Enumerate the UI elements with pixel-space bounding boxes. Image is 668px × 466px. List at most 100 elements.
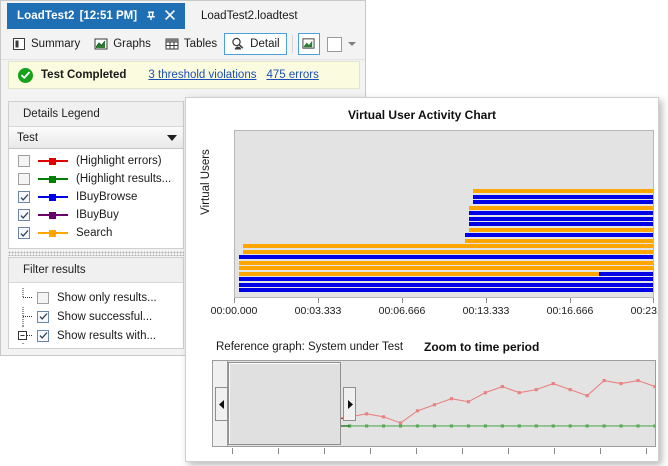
filter-item-label: Show only results... [57, 291, 157, 304]
check-circle-icon [18, 67, 33, 83]
activity-bar [464, 233, 653, 237]
arrow-left-icon [218, 399, 224, 409]
tab-strip: LoadTest2 [12:51 PM] LoadTest2.loadtest [1, 1, 365, 30]
tree-expander-icon[interactable] [15, 326, 37, 345]
activity-bar [469, 227, 653, 232]
toolbar-button-chart-toggle[interactable] [297, 33, 320, 55]
reference-series-marker [636, 424, 640, 428]
filter-item-show-results-with[interactable]: Show results with... [9, 326, 183, 345]
close-icon[interactable] [164, 9, 176, 23]
virtual-user-bar-plot [234, 130, 654, 298]
reference-x-tick [508, 448, 509, 454]
toolbar-button-graphs[interactable]: Graphs [87, 33, 158, 55]
detail-icon [231, 37, 245, 51]
link-threshold-violations[interactable]: 3 threshold violations [148, 69, 257, 81]
activity-bar [469, 205, 653, 210]
chart-title: Virtual User Activity Chart [347, 108, 497, 122]
tree-branch-icon [15, 307, 37, 326]
selection-handle-left[interactable] [215, 387, 228, 421]
legend-checkbox[interactable] [18, 173, 30, 185]
legend-color-marker [38, 173, 68, 185]
activity-bar [464, 238, 653, 243]
y-axis-label: Virtual Users [200, 149, 212, 215]
filter-checkbox[interactable] [37, 329, 49, 342]
legend-scope-dropdown[interactable]: Test [9, 127, 183, 149]
reference-series-marker [449, 397, 454, 401]
activity-bar [239, 266, 653, 270]
x-tick-label: 00:16.666 [546, 305, 594, 317]
checkbox-empty-icon[interactable] [326, 36, 342, 52]
legend-color-marker [38, 155, 68, 167]
filter-checkbox[interactable] [37, 291, 49, 304]
reference-series-marker [365, 424, 369, 428]
details-legend-panel: Details Legend Test (Highlight errors) [8, 101, 184, 249]
selection-handle-right[interactable] [343, 387, 356, 421]
reference-series-marker [653, 385, 655, 389]
toolbar: Summary Graphs Tables Detail [1, 29, 365, 60]
chevron-down-icon[interactable] [347, 42, 356, 46]
reference-series-marker [466, 400, 470, 404]
legend-item-ibuybuy[interactable]: IBuyBuy [9, 206, 183, 224]
reference-graph-plot[interactable] [212, 360, 656, 447]
reference-series-marker [653, 424, 655, 428]
status-text: Test Completed [41, 69, 127, 81]
toolbar-button-summary[interactable]: Summary [5, 33, 87, 55]
x-axis-ticks [234, 298, 654, 304]
panel-splitter[interactable] [8, 251, 184, 256]
x-tick-label: 00:23.333 [630, 305, 659, 317]
x-tick [486, 298, 487, 303]
reference-series-marker [568, 388, 572, 392]
filter-item-show-successful[interactable]: Show successful... [9, 307, 183, 326]
reference-series-marker [415, 409, 420, 413]
x-tick-label: 00:06.666 [378, 305, 426, 317]
graphs-icon [94, 37, 108, 51]
activity-bar [469, 222, 653, 226]
toolbar-button-detail[interactable]: Detail [224, 33, 287, 55]
legend-checkbox[interactable] [18, 209, 30, 221]
reference-series-marker [636, 378, 640, 383]
reference-series-marker [619, 424, 623, 428]
link-errors[interactable]: 475 errors [266, 69, 319, 81]
reference-series-marker [381, 415, 386, 419]
legend-item-search[interactable]: Search [9, 224, 183, 242]
activity-bar [469, 216, 653, 221]
filter-results-header: Filter results [9, 258, 183, 283]
reference-series-marker [432, 424, 437, 428]
tab-loadtest2-file[interactable]: LoadTest2.loadtest [191, 3, 308, 29]
activity-bar [239, 271, 599, 276]
legend-checkbox[interactable] [18, 227, 30, 239]
tab-timestamp: [12:51 PM] [79, 10, 138, 22]
load-test-window: LoadTest2 [12:51 PM] LoadTest2.loadtest [0, 0, 366, 356]
legend-item-highlight-results[interactable]: (Highlight results... [9, 170, 183, 188]
reference-series-marker [398, 424, 403, 428]
legend-item-highlight-errors[interactable]: (Highlight errors) [9, 152, 183, 170]
legend-item-label: (Highlight results... [76, 173, 172, 185]
reference-series-marker [415, 424, 420, 428]
reference-x-ticks [212, 448, 656, 455]
filter-checkbox[interactable] [37, 310, 49, 323]
legend-item-label: IBuyBuy [76, 209, 119, 221]
filter-results-panel: Filter results Show only results... Show [8, 257, 184, 349]
legend-item-ibuybrowse[interactable]: IBuyBrowse [9, 188, 183, 206]
filter-item-show-only-results[interactable]: Show only results... [9, 288, 183, 307]
reference-series-marker [398, 421, 403, 425]
toolbar-label-summary: Summary [31, 38, 81, 50]
toolbar-label-graphs: Graphs [113, 38, 151, 50]
reference-series-marker [483, 424, 487, 428]
reference-x-tick [232, 448, 233, 454]
activity-bar [239, 282, 653, 287]
time-range-selection-box[interactable] [228, 362, 341, 445]
reference-x-tick [462, 448, 463, 454]
reference-series-marker [602, 424, 606, 428]
tab-inactive-label: LoadTest2.loadtest [201, 10, 298, 22]
toolbar-button-tables[interactable]: Tables [158, 33, 224, 55]
pin-icon[interactable] [145, 9, 157, 23]
tab-loadtest2-active[interactable]: LoadTest2 [12:51 PM] [7, 3, 185, 29]
legend-checkbox[interactable] [18, 155, 30, 167]
tables-icon [165, 37, 179, 51]
toolbar-separator [291, 35, 293, 53]
activity-bar [469, 211, 653, 215]
reference-x-tick [600, 448, 601, 454]
reference-x-tick [646, 448, 647, 454]
legend-checkbox[interactable] [18, 191, 30, 203]
